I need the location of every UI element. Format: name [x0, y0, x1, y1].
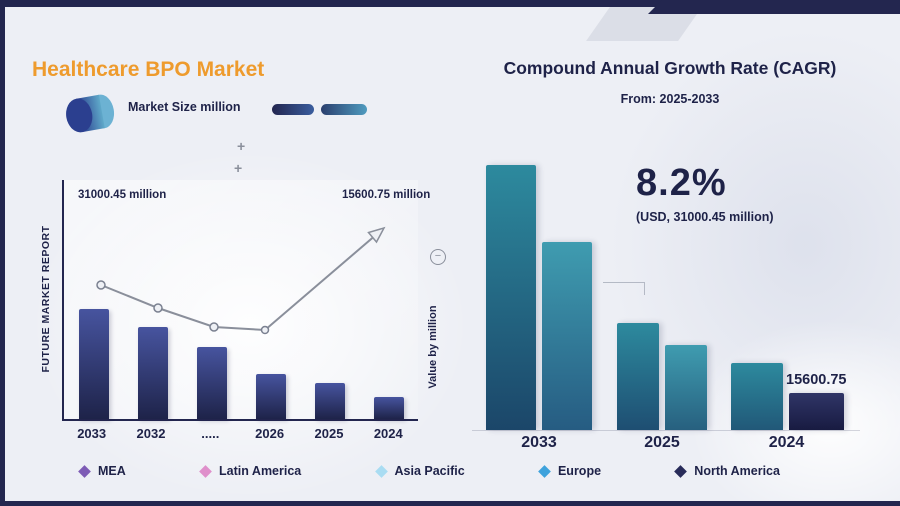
top-right-border	[648, 0, 900, 14]
legend-item-asia-pacific: Asia Pacific	[374, 464, 465, 478]
right-x-label-2025: 2025	[644, 434, 680, 451]
legend-label: Europe	[557, 464, 602, 478]
legend-label: North America	[694, 464, 780, 478]
growth-step-decoration	[603, 282, 645, 295]
base-value-annotation: 15600.75 million	[342, 189, 431, 201]
left-bar-2033	[78, 309, 109, 419]
left-y-axis-label: FUTURE MARKET REPORT	[40, 225, 52, 373]
right-x-label-2033: 2033	[521, 434, 557, 451]
left-x-label: 2032	[136, 426, 166, 441]
trend-marker	[96, 280, 106, 290]
right-bar-group-2024	[731, 363, 844, 430]
pill-decoration	[321, 104, 367, 115]
left-bar-2024	[373, 397, 404, 419]
right-bar-2024-1	[731, 363, 783, 430]
left-x-label: 2025	[314, 426, 344, 441]
right-bar-2024-2	[789, 393, 844, 430]
left-x-label: .....	[201, 426, 220, 441]
trend-marker	[260, 325, 270, 335]
cagr-value: 8.2%	[636, 162, 727, 204]
top-border	[0, 0, 900, 7]
diamond-icon	[674, 464, 688, 478]
circle-minus-icon: −	[430, 249, 446, 265]
diamond-icon	[199, 464, 212, 478]
right-x-label-2024: 2024	[768, 434, 805, 451]
legend-item-north-america: North America	[674, 464, 780, 478]
trend-arrow-line	[96, 226, 386, 335]
right-y-axis-label: Value by million	[427, 305, 439, 389]
plus-decoration: +	[234, 160, 243, 176]
left-x-axis: 2033 2032..... 2026 2025 2024	[62, 426, 418, 441]
left-bar-col-2	[196, 347, 227, 419]
market-size-label: Market Size million	[128, 100, 241, 114]
base-value-callout: 15600.75	[786, 372, 847, 388]
right-chart-baseline	[472, 430, 860, 431]
right-chart-title: Compound Annual Growth Rate (CAGR)	[503, 58, 837, 78]
left-chart-title: Healthcare BPO Market	[32, 58, 265, 81]
right-bar-group-2033	[486, 165, 592, 430]
legend-label: MEA	[98, 464, 126, 478]
bottom-border	[0, 501, 900, 506]
left-border	[0, 0, 5, 506]
left-chart-area	[62, 180, 418, 421]
left-x-label: 2033	[77, 426, 107, 441]
plus-decoration: +	[237, 138, 246, 154]
left-bars-group	[64, 309, 418, 419]
diamond-icon	[78, 464, 91, 478]
left-bar-2025	[314, 383, 345, 419]
diamond-icon	[538, 464, 551, 478]
right-bar-2033-2	[542, 242, 592, 430]
cylinder-icon	[58, 85, 127, 141]
left-x-label: 2024	[373, 426, 403, 441]
legend-item-mea: MEA	[78, 464, 126, 478]
trend-marker	[209, 322, 219, 332]
left-bar-2026	[255, 374, 286, 419]
cagr-basis-note: (USD, 31000.45 million)	[636, 210, 774, 224]
left-x-label: 2026	[255, 426, 285, 441]
legend-label: Latin America	[219, 464, 302, 478]
right-bar-group-2025	[617, 323, 707, 430]
right-bar-2025-2	[665, 345, 707, 430]
legend-label: Asia Pacific	[394, 464, 465, 478]
trend-marker	[153, 303, 163, 313]
cagr-period-subtitle: From: 2025-2033	[620, 92, 720, 106]
diamond-icon	[374, 464, 388, 478]
left-bar-2032	[137, 327, 168, 419]
right-bar-2025-1	[617, 323, 659, 430]
legend-item-latin-america: Latin America	[199, 464, 302, 478]
right-bar-2033-1	[486, 165, 536, 430]
pill-decoration	[272, 104, 314, 115]
max-value-annotation: 31000.45 million	[78, 189, 167, 201]
legend-row: MEA Latin America Asia Pacific Europe North …	[78, 464, 780, 478]
legend-item-europe: Europe	[538, 464, 602, 478]
